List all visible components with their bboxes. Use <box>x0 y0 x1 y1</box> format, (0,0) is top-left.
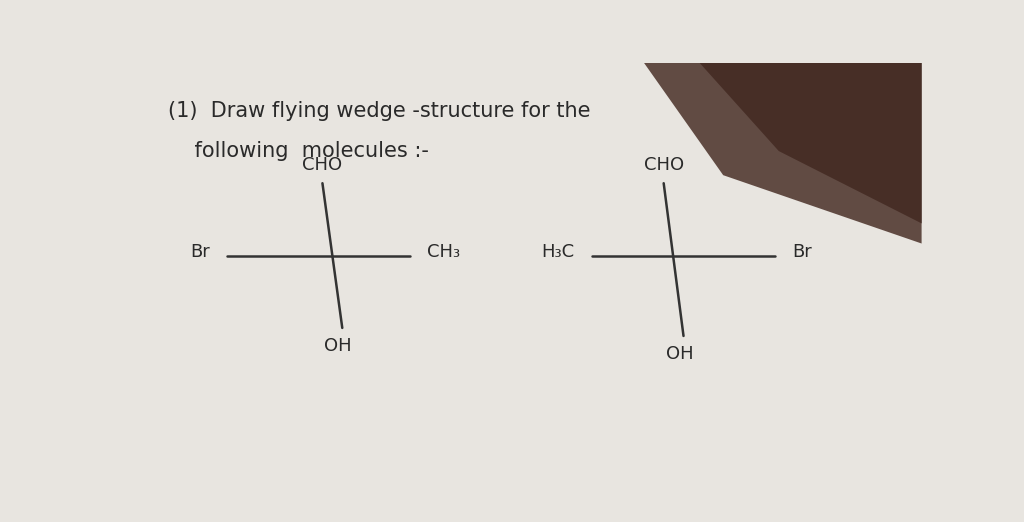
Text: OH: OH <box>666 345 693 363</box>
Text: CHO: CHO <box>644 157 684 174</box>
Text: CHO: CHO <box>302 157 342 174</box>
Text: (1)  Draw flying wedge -structure for the: (1) Draw flying wedge -structure for the <box>168 101 590 121</box>
Text: Br: Br <box>793 243 812 260</box>
Text: Br: Br <box>190 243 210 260</box>
Text: CH₃: CH₃ <box>427 243 461 260</box>
Text: following  molecules :-: following molecules :- <box>168 141 429 161</box>
Text: H₃C: H₃C <box>542 243 574 260</box>
Text: OH: OH <box>325 337 352 355</box>
Polygon shape <box>644 63 922 243</box>
Polygon shape <box>699 63 922 223</box>
